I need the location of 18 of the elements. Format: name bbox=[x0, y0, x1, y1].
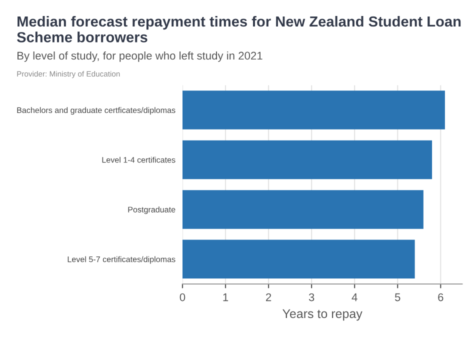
y-tick-label: Bachelors and graduate certficates/diplomas bbox=[17, 107, 176, 115]
x-tick-label: 5 bbox=[394, 293, 400, 302]
chart-subtitle: By level of study, for people who left study in 2021 bbox=[18, 51, 262, 62]
x-axis-title: Years to repay bbox=[282, 309, 362, 321]
bar bbox=[182, 240, 415, 279]
bar bbox=[182, 90, 445, 130]
x-tick-label: 4 bbox=[352, 293, 358, 302]
x-tick-label: 0 bbox=[180, 293, 186, 302]
x-tick-label: 6 bbox=[438, 293, 444, 302]
bar bbox=[182, 140, 432, 180]
x-tick-label: 1 bbox=[223, 293, 228, 302]
y-tick-label: Level 1-4 certificates bbox=[102, 156, 176, 163]
bar bbox=[182, 190, 424, 229]
y-tick-label: Level 5-7 certificates/diplomas bbox=[68, 256, 176, 264]
x-tick-label: 3 bbox=[308, 293, 314, 302]
y-tick-label: Postgraduate bbox=[128, 206, 176, 214]
chart-title: Median forecast repayment times for New Zealand Student Loan Scheme borrowers bbox=[17, 16, 461, 42]
x-tick-label: 2 bbox=[266, 293, 272, 302]
